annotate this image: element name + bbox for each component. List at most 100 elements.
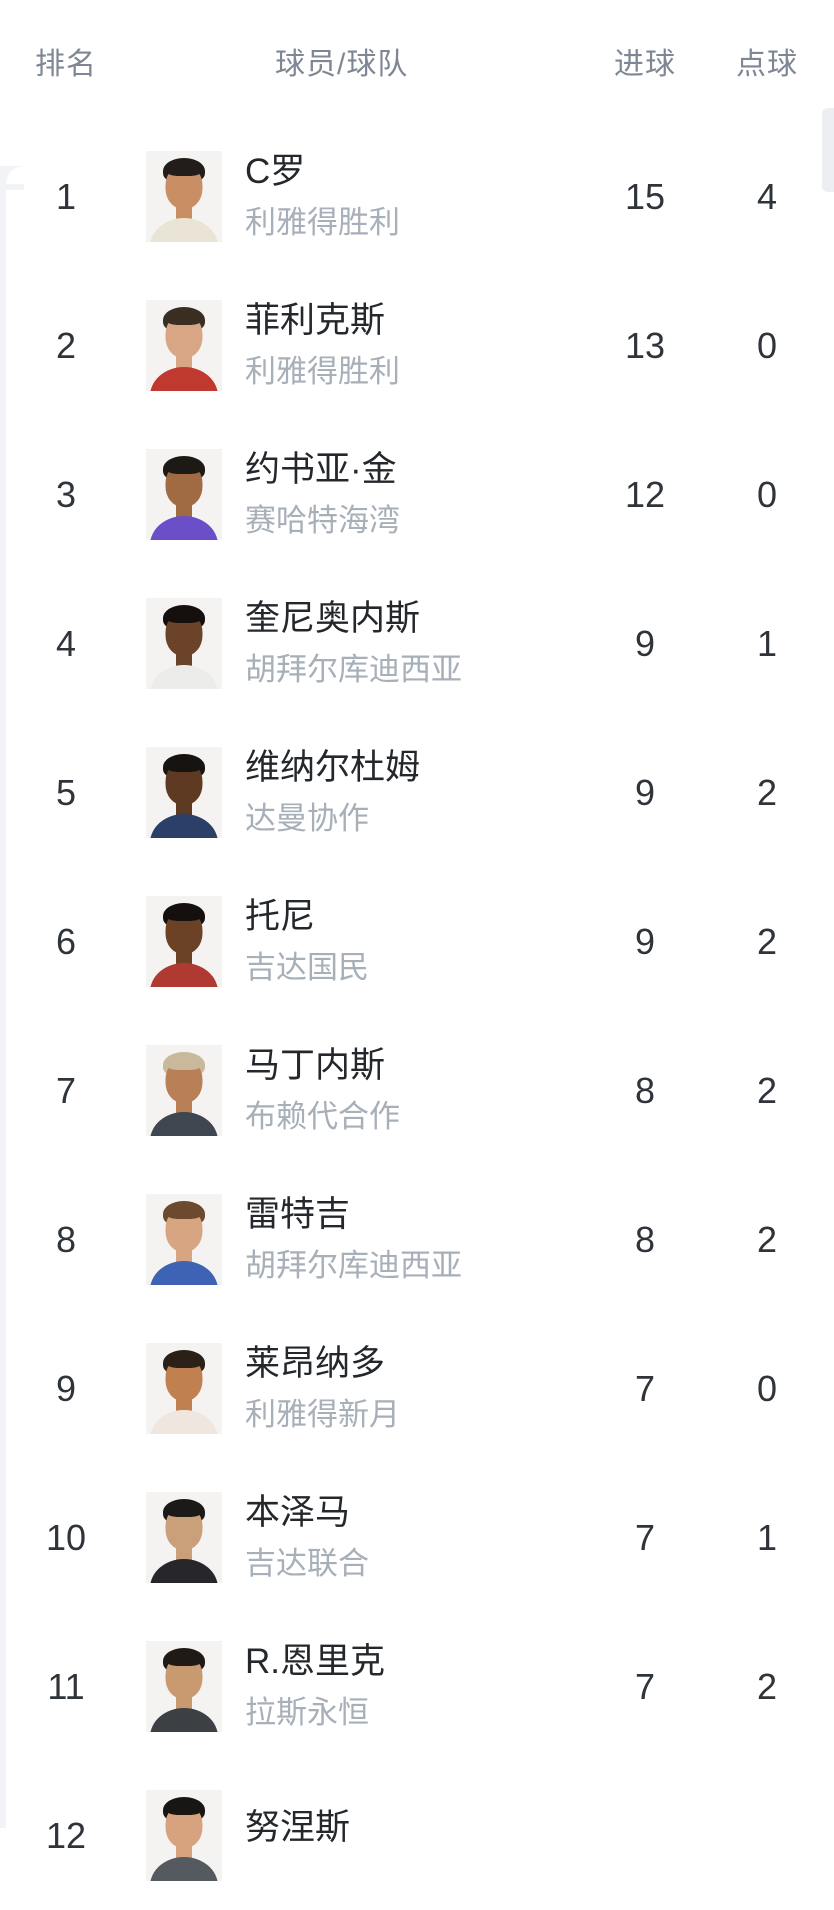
table-row[interactable]: 11 R.恩里克 拉斯永恒 7 2 xyxy=(0,1612,834,1761)
column-header-goals: 进球 xyxy=(614,48,676,81)
rank-cell: 12 xyxy=(45,1814,87,1856)
rank-cell: 10 xyxy=(45,1516,87,1558)
player-name: 约书亚·金 xyxy=(245,451,397,490)
rank-cell: 7 xyxy=(55,1069,77,1111)
penalties-cell: 2 xyxy=(756,771,778,813)
penalties-cell: 0 xyxy=(756,324,778,366)
table-row[interactable]: 3 约书亚·金 赛哈特海湾 12 0 xyxy=(0,420,834,569)
player-text-block: R.恩里克 拉斯永恒 xyxy=(222,1643,590,1730)
avatar-jersey-shape xyxy=(150,367,218,391)
player-name: 奎尼奥内斯 xyxy=(245,600,421,639)
table-row[interactable]: 5 维纳尔杜姆 达曼协作 9 2 xyxy=(0,718,834,867)
avatar-jersey-shape xyxy=(150,1857,218,1881)
column-header-player: 球员/球队 xyxy=(275,48,409,81)
avatar-fringe-shape xyxy=(164,162,204,176)
player-avatar xyxy=(146,1790,222,1881)
penalties-cell: 4 xyxy=(756,175,778,217)
player-team: 利雅得新月 xyxy=(245,1396,400,1432)
player-name: 莱昂纳多 xyxy=(245,1345,386,1384)
player-text-block: 托尼 吉达国民 xyxy=(222,898,590,985)
table-row[interactable]: 2 菲利克斯 利雅得胜利 13 0 xyxy=(0,271,834,420)
player-name: 菲利克斯 xyxy=(245,302,386,341)
avatar-jersey-shape xyxy=(150,814,218,838)
goals-cell: 9 xyxy=(634,920,656,962)
player-name: C罗 xyxy=(245,153,306,192)
player-text-block: 莱昂纳多 利雅得新月 xyxy=(222,1345,590,1432)
rank-cell: 9 xyxy=(55,1367,77,1409)
player-team: 胡拜尔库迪西亚 xyxy=(245,651,462,687)
table-row[interactable]: 4 奎尼奥内斯 胡拜尔库迪西亚 9 1 xyxy=(0,569,834,718)
rank-cell: 2 xyxy=(55,324,77,366)
player-avatar xyxy=(146,1194,222,1285)
player-name: 马丁内斯 xyxy=(245,1047,386,1086)
scorer-list: 1 C罗 利雅得胜利 15 4 2 菲利克斯 利雅得胜利 13 0 xyxy=(0,122,834,1910)
column-header-rank: 排名 xyxy=(35,48,97,81)
avatar-jersey-shape xyxy=(150,218,218,242)
avatar-fringe-shape xyxy=(164,1503,204,1517)
player-avatar xyxy=(146,1343,222,1434)
player-name: 托尼 xyxy=(245,898,316,937)
avatar-jersey-shape xyxy=(150,963,218,987)
goals-cell: 7 xyxy=(634,1665,656,1707)
table-row[interactable]: 6 托尼 吉达国民 9 2 xyxy=(0,867,834,1016)
player-text-block: 本泽马 吉达联合 xyxy=(222,1494,590,1581)
avatar-jersey-shape xyxy=(150,665,218,689)
table-row[interactable]: 12 努涅斯 xyxy=(0,1761,834,1910)
goals-cell: 9 xyxy=(634,622,656,664)
player-text-block: 雷特吉 胡拜尔库迪西亚 xyxy=(222,1196,590,1283)
rank-cell: 1 xyxy=(55,175,77,217)
penalties-cell: 0 xyxy=(756,1367,778,1409)
player-text-block: 奎尼奥内斯 胡拜尔库迪西亚 xyxy=(222,600,590,687)
table-header: 排名 球员/球队 进球 点球 xyxy=(0,0,834,122)
player-team: 利雅得胜利 xyxy=(245,353,400,389)
player-team: 利雅得胜利 xyxy=(245,204,400,240)
goals-cell: 8 xyxy=(634,1218,656,1260)
avatar-fringe-shape xyxy=(164,1354,204,1368)
avatar-jersey-shape xyxy=(150,1112,218,1136)
column-header-penalties: 点球 xyxy=(736,48,798,81)
avatar-jersey-shape xyxy=(150,1708,218,1732)
goals-cell: 8 xyxy=(634,1069,656,1111)
player-team: 胡拜尔库迪西亚 xyxy=(245,1247,462,1283)
player-team: 赛哈特海湾 xyxy=(245,502,400,538)
rank-cell: 11 xyxy=(47,1665,85,1707)
table-row[interactable]: 9 莱昂纳多 利雅得新月 7 0 xyxy=(0,1314,834,1463)
penalties-cell: 2 xyxy=(756,1069,778,1111)
scrollbar-thumb[interactable] xyxy=(822,108,834,192)
avatar-jersey-shape xyxy=(150,1410,218,1434)
left-gutter xyxy=(0,166,6,1828)
player-team: 拉斯永恒 xyxy=(245,1694,369,1730)
table-row[interactable]: 8 雷特吉 胡拜尔库迪西亚 8 2 xyxy=(0,1165,834,1314)
player-name: 维纳尔杜姆 xyxy=(245,749,421,788)
player-name: 雷特吉 xyxy=(245,1196,351,1235)
player-name: 本泽马 xyxy=(245,1494,351,1533)
player-team: 布赖代合作 xyxy=(245,1098,400,1134)
player-avatar xyxy=(146,1045,222,1136)
avatar-fringe-shape xyxy=(164,1056,204,1070)
goals-cell: 15 xyxy=(624,175,666,217)
player-avatar xyxy=(146,896,222,987)
goals-cell: 12 xyxy=(624,473,666,515)
player-avatar xyxy=(146,1641,222,1732)
avatar-fringe-shape xyxy=(164,311,204,325)
player-avatar xyxy=(146,747,222,838)
goals-cell: 7 xyxy=(634,1516,656,1558)
player-avatar xyxy=(146,449,222,540)
avatar-jersey-shape xyxy=(150,1559,218,1583)
table-row[interactable]: 7 马丁内斯 布赖代合作 8 2 xyxy=(0,1016,834,1165)
avatar-jersey-shape xyxy=(150,516,218,540)
player-avatar xyxy=(146,598,222,689)
player-avatar xyxy=(146,300,222,391)
penalties-cell: 2 xyxy=(756,1665,778,1707)
rank-cell: 8 xyxy=(55,1218,77,1260)
table-row[interactable]: 10 本泽马 吉达联合 7 1 xyxy=(0,1463,834,1612)
avatar-fringe-shape xyxy=(164,1205,204,1219)
avatar-fringe-shape xyxy=(164,907,204,921)
player-team: 吉达联合 xyxy=(245,1545,369,1581)
player-team: 吉达国民 xyxy=(245,949,369,985)
penalties-cell: 0 xyxy=(756,473,778,515)
avatar-fringe-shape xyxy=(164,460,204,474)
table-row[interactable]: 1 C罗 利雅得胜利 15 4 xyxy=(0,122,834,271)
penalties-cell: 1 xyxy=(756,1516,778,1558)
player-name: R.恩里克 xyxy=(245,1643,386,1682)
